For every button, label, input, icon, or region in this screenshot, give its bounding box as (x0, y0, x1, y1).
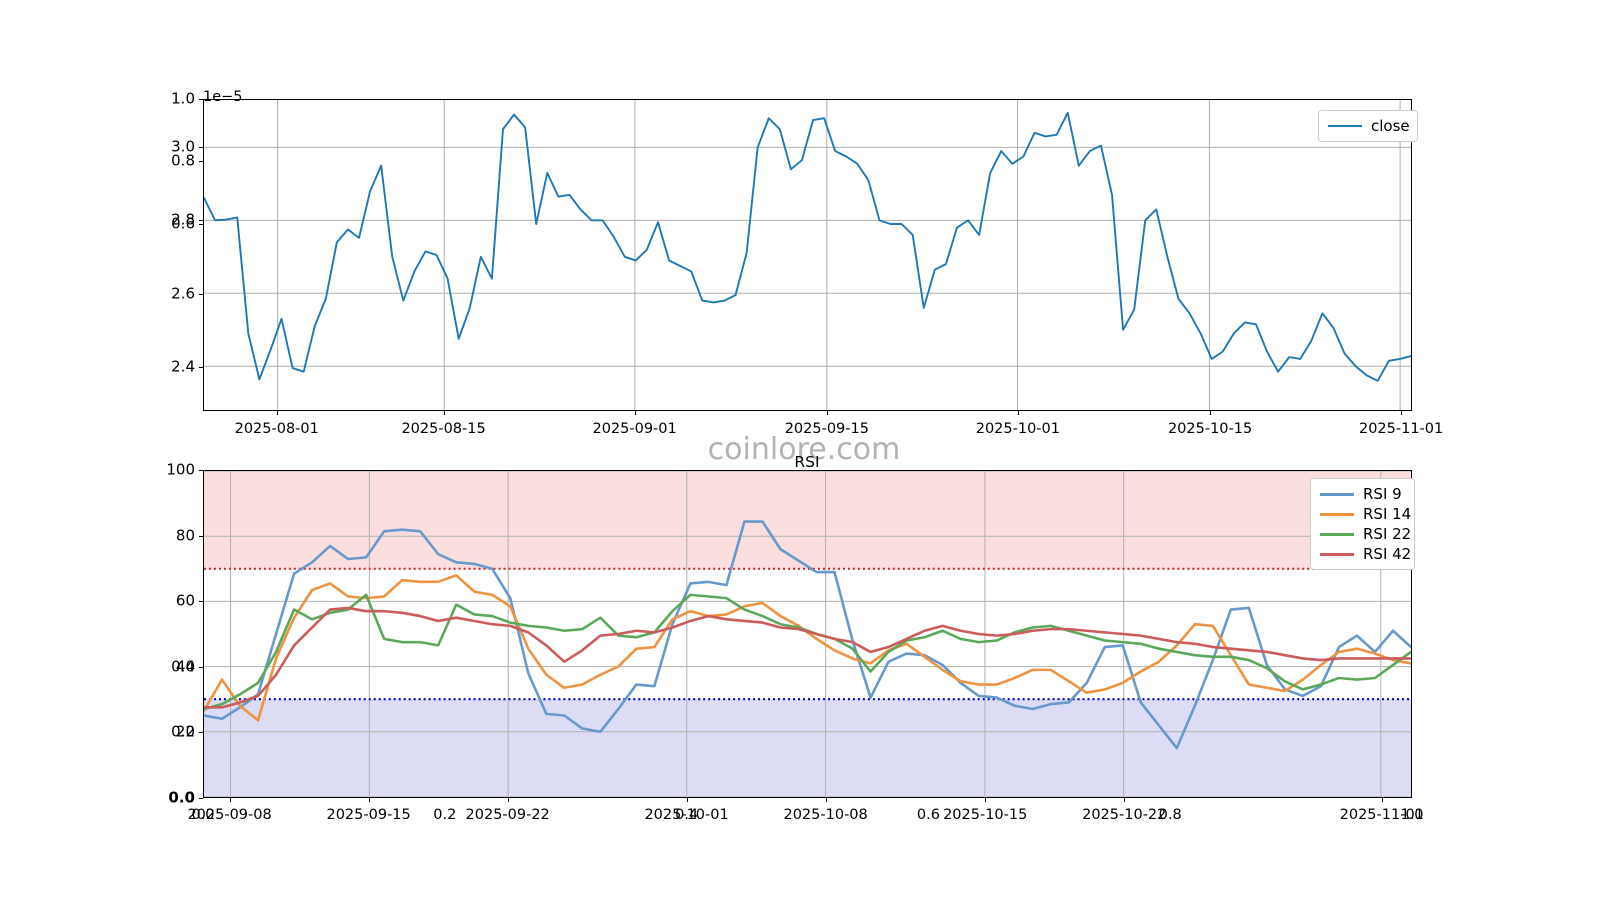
rsi-y-tick-label: 20 (175, 722, 195, 741)
rsi-x-tick-label-secondary: 0.8 (1158, 807, 1182, 823)
rsi-x-tick-label: 2025-10-01 (644, 807, 729, 823)
price-x-tickmark (443, 411, 445, 415)
legend-item-label: close (1371, 117, 1410, 135)
rsi-y-tick-label: 60 (175, 591, 195, 610)
legend-color-swatch (1320, 512, 1354, 516)
rsi-y-tick-label: 40 (175, 657, 195, 676)
rsi-panel-title: RSI (794, 453, 820, 471)
legend-item-rsi-14[interactable]: RSI 14 (1320, 504, 1411, 524)
rsi-y-tick-label-secondary: 0.4 (171, 657, 195, 676)
legend-color-swatch (1328, 125, 1362, 127)
rsi-y-tickmark (199, 535, 203, 537)
price-y-tickmark (199, 293, 203, 295)
rsi-x-tick-label-secondary: 1.0 (1400, 807, 1424, 823)
price-y-tickmark (199, 366, 203, 368)
price-chart-panel (203, 99, 1412, 411)
rsi-y-tick-label-secondary: 0.2 (171, 722, 195, 741)
legend-color-swatch (1320, 492, 1354, 496)
rsi-y-tick-label: 100 (166, 460, 195, 479)
rsi-x-tickmark (368, 798, 370, 802)
rsi-y-tick-label-secondary: 0.0 (168, 788, 195, 807)
legend-item-rsi-42[interactable]: RSI 42 (1320, 544, 1411, 564)
rsi-x-tick-label: 2025-10-15 (943, 807, 1028, 823)
price-y-tick-label: 2.8 (171, 210, 195, 229)
price-x-tick-label: 2025-09-15 (784, 421, 869, 437)
rsi-legend[interactable]: RSI 9 RSI 14 RSI 22 RSI 42 (1310, 478, 1415, 570)
rsi-x-tickmark (1381, 798, 1383, 802)
rsi-x-tick-label-secondary: 0.6 (916, 807, 940, 823)
rsi-y-tickmark-secondary (199, 732, 203, 734)
rsi-x-tickmark (985, 798, 987, 802)
legend-item-label: RSI 22 (1363, 525, 1412, 543)
rsi-y-tickmark (199, 470, 203, 471)
rsi-x-tick-label: 2025-09-22 (465, 807, 550, 823)
price-y-tickmark-secondary (199, 161, 203, 163)
price-x-tickmark (634, 411, 636, 415)
legend-item-rsi-9[interactable]: RSI 9 (1320, 484, 1405, 504)
price-y-tickmark-secondary (199, 223, 203, 225)
price-y-tick-label-secondary: 1.0 (171, 89, 195, 108)
price-x-tick-label: 2025-10-15 (1167, 421, 1253, 437)
rsi-x-tickmark (686, 798, 688, 802)
price-x-tick-label: 2025-08-15 (401, 421, 486, 437)
watermark-text: coinlore.com (707, 432, 901, 467)
price-x-tickmark (1401, 411, 1403, 415)
rsi-y-tick-label: 80 (175, 526, 195, 545)
legend-color-swatch (1320, 552, 1354, 556)
rsi-y-tick-label: 0 (185, 788, 195, 807)
price-axis-offset-text: 1e−5 (203, 89, 243, 105)
price-legend[interactable]: close (1318, 110, 1418, 142)
price-y-tick-label-secondary: 0.8 (171, 151, 195, 170)
legend-item-close[interactable]: close (1328, 116, 1410, 136)
price-y-tick-label-secondary: 0.6 (171, 214, 195, 233)
price-y-tickmark (199, 146, 203, 148)
rsi-plot-area (204, 471, 1411, 797)
rsi-x-tick-label: 2025-10-22 (1082, 807, 1167, 823)
rsi-x-tickmark (1124, 798, 1126, 802)
price-x-tick-label: 2025-08-01 (234, 421, 319, 437)
price-x-tick-label: 2025-11-01 (1358, 421, 1444, 437)
rsi-x-tick-label-secondary: 0.0 (191, 807, 215, 823)
legend-item-label: RSI 14 (1363, 505, 1412, 523)
rsi-x-tick-label: 2025-09-08 (187, 807, 272, 823)
legend-color-swatch (1320, 532, 1354, 536)
rsi-x-tick-label-secondary: 0.4 (675, 807, 699, 823)
rsi-y-tickmark-secondary (199, 666, 203, 668)
rsi-x-tick-label: 2025-11-01 (1339, 807, 1424, 823)
rsi-x-tick-label: 2025-09-15 (326, 807, 411, 823)
price-x-tickmark (1017, 411, 1019, 415)
price-x-tickmark (826, 411, 828, 415)
legend-item-label: RSI 42 (1363, 545, 1412, 563)
price-x-tick-label: 2025-10-01 (975, 421, 1060, 437)
price-x-tickmark (1210, 411, 1212, 415)
legend-item-label: RSI 9 (1363, 485, 1402, 503)
rsi-x-tick-label: 2025-10-08 (783, 807, 868, 823)
rsi-x-tickmark (825, 798, 827, 802)
price-y-tick-label: 3.0 (171, 137, 195, 156)
rsi-x-tickmark (507, 798, 509, 802)
price-x-tick-label: 2025-09-01 (592, 421, 677, 437)
rsi-x-tick-label-secondary: 0.2 (433, 807, 457, 823)
price-y-tickmark (199, 220, 203, 222)
price-y-tickmark-secondary (199, 99, 203, 100)
rsi-x-tickmark (229, 798, 231, 802)
price-x-tickmark (276, 411, 278, 415)
rsi-y-tickmark-secondary (199, 798, 203, 799)
price-y-tick-label: 2.6 (171, 284, 195, 303)
rsi-chart-panel (203, 470, 1412, 798)
rsi-y-tickmark (199, 601, 203, 603)
legend-item-rsi-22[interactable]: RSI 22 (1320, 524, 1411, 544)
price-y-tick-label: 2.4 (171, 357, 195, 376)
price-plot-area (204, 100, 1411, 410)
